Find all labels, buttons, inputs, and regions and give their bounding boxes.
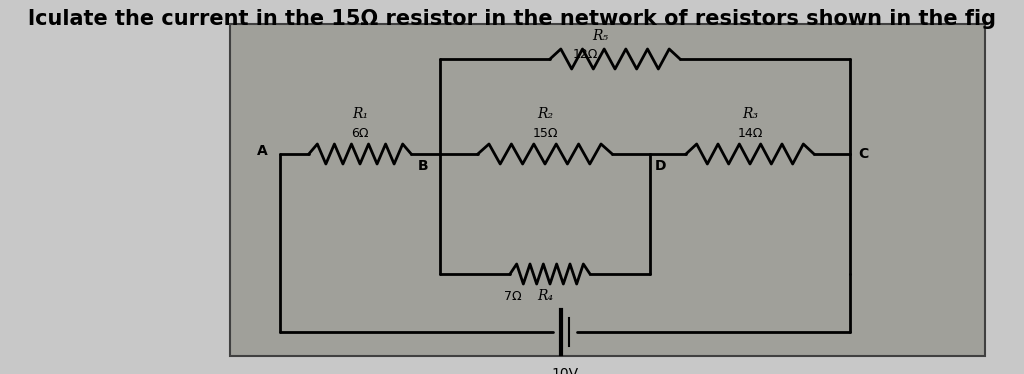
Text: 15Ω: 15Ω <box>532 126 558 140</box>
Text: R₁: R₁ <box>352 107 368 121</box>
Text: lculate the current in the 15Ω resistor in the network of resistors shown in the: lculate the current in the 15Ω resistor … <box>28 9 996 29</box>
Text: 7Ω: 7Ω <box>504 289 522 303</box>
Text: D: D <box>655 159 667 173</box>
Text: R₄: R₄ <box>537 289 553 303</box>
Text: 14Ω: 14Ω <box>737 126 763 140</box>
Text: 6Ω: 6Ω <box>351 126 369 140</box>
Text: 10V: 10V <box>552 367 579 374</box>
Bar <box>230 24 985 356</box>
Text: C: C <box>858 147 868 161</box>
Text: A: A <box>257 144 268 158</box>
Text: R₂: R₂ <box>537 107 553 121</box>
Text: 12Ω: 12Ω <box>572 47 598 61</box>
Text: R₃: R₃ <box>742 107 758 121</box>
Text: B: B <box>418 159 428 173</box>
Text: R₅: R₅ <box>592 29 608 43</box>
